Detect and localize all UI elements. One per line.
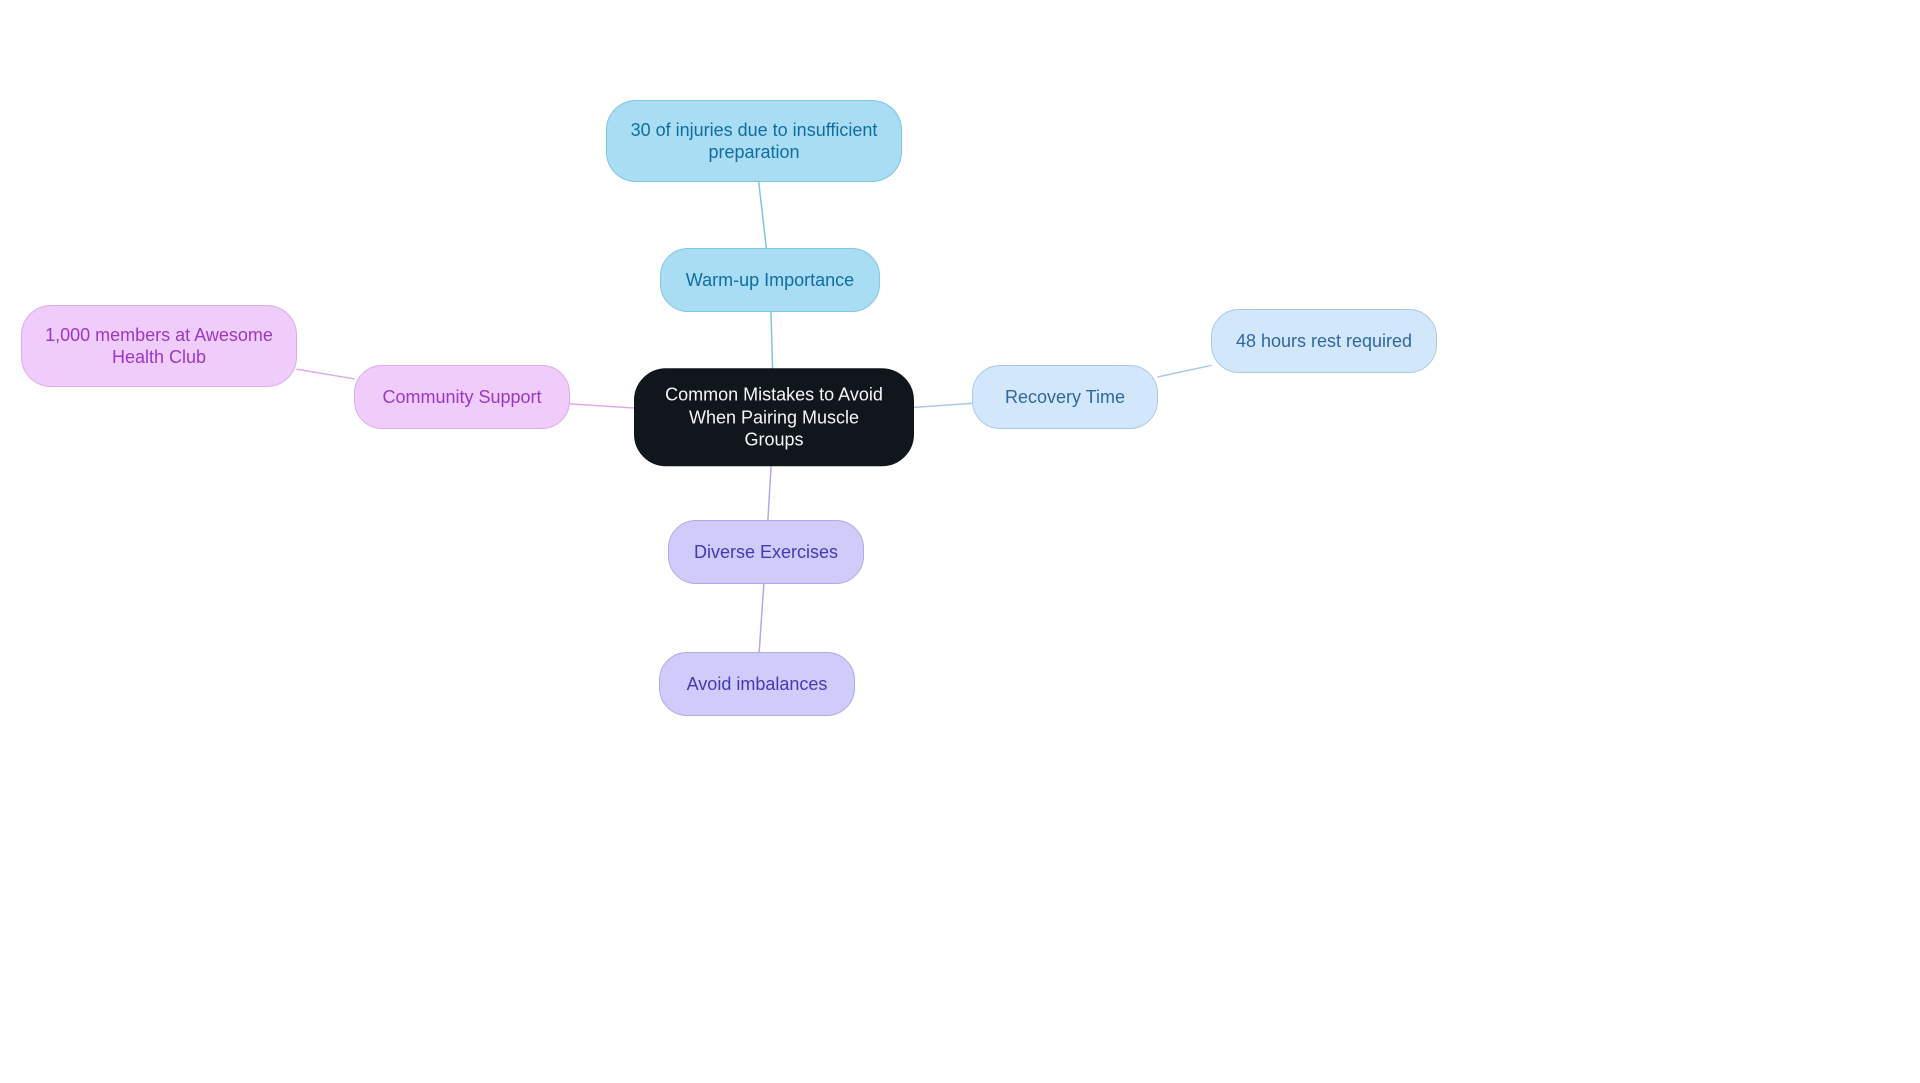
- mindmap-canvas: Common Mistakes to Avoid When Pairing Mu…: [0, 0, 1920, 1083]
- branch-warmup-node: Warm-up Importance: [660, 248, 880, 312]
- branch-community-label: Community Support: [382, 386, 541, 409]
- center-label: Common Mistakes to Avoid When Pairing Mu…: [657, 383, 891, 451]
- branch-community-node: Community Support: [354, 365, 570, 429]
- branch-recovery-leaf-label: 48 hours rest required: [1236, 330, 1412, 353]
- branch-recovery-node: Recovery Time: [972, 365, 1158, 429]
- center-node: Common Mistakes to Avoid When Pairing Mu…: [634, 368, 914, 466]
- edges-layer: [0, 0, 1920, 1083]
- branch-diverse-label: Diverse Exercises: [694, 541, 838, 564]
- branch-warmup-leaf: 30 of injuries due to insufficient prepa…: [606, 100, 902, 182]
- branch-recovery-leaf: 48 hours rest required: [1211, 309, 1437, 373]
- branch-diverse-node: Diverse Exercises: [668, 520, 864, 584]
- branch-diverse-leaf: Avoid imbalances: [659, 652, 855, 716]
- branch-diverse-leaf-label: Avoid imbalances: [687, 673, 828, 696]
- branch-recovery-label: Recovery Time: [1005, 386, 1125, 409]
- branch-community-leaf: 1,000 members at Awesome Health Club: [21, 305, 297, 387]
- branch-community-leaf-label: 1,000 members at Awesome Health Club: [44, 324, 274, 369]
- branch-warmup-label: Warm-up Importance: [686, 269, 854, 292]
- branch-warmup-leaf-label: 30 of injuries due to insufficient prepa…: [629, 119, 879, 164]
